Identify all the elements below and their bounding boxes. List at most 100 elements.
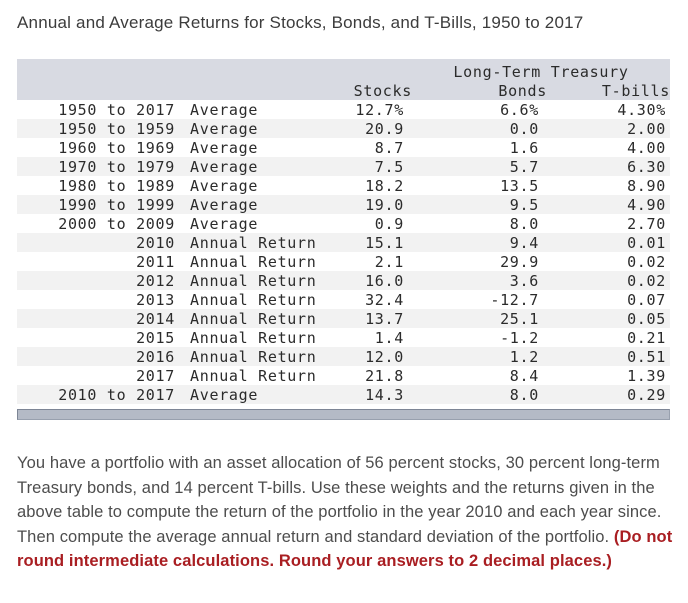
cell-stocks: 2.1 <box>374 252 404 271</box>
cell-row-label: Average <box>190 214 259 233</box>
header-group-row: Long-Term Treasury <box>17 59 670 81</box>
cell-row-label: Annual Return <box>190 233 317 252</box>
table-row: 1960 to 1969 Average 8.7 1.6 4.00 <box>17 138 670 157</box>
cell-bonds: 29.9 <box>500 252 539 271</box>
cell-period: 1960 to 1969 <box>58 138 175 157</box>
cell-period: 2010 to 2017 <box>58 385 175 404</box>
cell-tbills: 0.02 <box>627 271 666 290</box>
cell-bonds: 8.0 <box>509 385 539 404</box>
cell-stocks: 13.7 <box>365 309 404 328</box>
column-header-tbills: T-bills <box>601 81 670 100</box>
cell-tbills: 0.02 <box>627 252 666 271</box>
cell-stocks: 20.9 <box>365 119 404 138</box>
cell-row-label: Annual Return <box>190 252 317 271</box>
cell-bonds: -1.2 <box>500 328 539 347</box>
returns-table: Long-Term Treasury Stocks Bonds T-bills … <box>17 59 670 404</box>
table-row: 1970 to 1979 Average 7.5 5.7 6.30 <box>17 157 670 176</box>
cell-stocks: 15.1 <box>365 233 404 252</box>
cell-tbills: 8.90 <box>627 176 666 195</box>
cell-period: 2000 to 2009 <box>58 214 175 233</box>
cell-row-label: Annual Return <box>190 290 317 309</box>
cell-period: 2010 <box>136 233 175 252</box>
cell-stocks: 14.3 <box>365 385 404 404</box>
cell-tbills: 0.51 <box>627 347 666 366</box>
cell-bonds: -12.7 <box>490 290 539 309</box>
header-spacer <box>17 59 412 81</box>
cell-bonds: 25.1 <box>500 309 539 328</box>
cell-row-label: Annual Return <box>190 271 317 290</box>
cell-row-label: Average <box>190 119 259 138</box>
cell-period: 1990 to 1999 <box>58 195 175 214</box>
cell-row-label: Average <box>190 138 259 157</box>
cell-stocks: 21.8 <box>365 366 404 385</box>
cell-tbills: 4.90 <box>627 195 666 214</box>
cell-stocks: 18.2 <box>365 176 404 195</box>
cell-row-label: Annual Return <box>190 328 317 347</box>
cell-stocks: 8.7 <box>374 138 404 157</box>
cell-tbills: 0.05 <box>627 309 666 328</box>
table-title: Annual and Average Returns for Stocks, B… <box>17 13 584 32</box>
cell-row-label: Average <box>190 385 259 404</box>
cell-bonds: 9.5 <box>509 195 539 214</box>
cell-row-label: Average <box>190 176 259 195</box>
cell-period: 2017 <box>136 366 175 385</box>
cell-stocks: 16.0 <box>365 271 404 290</box>
cell-period: 1950 to 2017 <box>58 100 175 119</box>
cell-tbills: 2.70 <box>627 214 666 233</box>
cell-stocks: 7.5 <box>374 157 404 176</box>
cell-stocks: 0.9 <box>374 214 404 233</box>
cell-stocks: 19.0 <box>365 195 404 214</box>
cell-tbills: 2.00 <box>627 119 666 138</box>
column-header-bonds: Bonds <box>498 81 547 100</box>
table-row: 2017 Annual Return 21.8 8.4 1.39 <box>17 366 670 385</box>
cell-stocks: 32.4 <box>365 290 404 309</box>
cell-tbills: 0.07 <box>627 290 666 309</box>
table-row: 2015 Annual Return 1.4 -1.2 0.21 <box>17 328 670 347</box>
cell-period: 1950 to 1959 <box>58 119 175 138</box>
header-rowtype <box>177 81 327 100</box>
cell-bonds: 0.0 <box>509 119 539 138</box>
table-row: 2016 Annual Return 12.0 1.2 0.51 <box>17 347 670 366</box>
table-row: 1980 to 1989 Average 18.2 13.5 8.90 <box>17 176 670 195</box>
column-header-stocks: Stocks <box>353 81 412 100</box>
table-row: 1950 to 1959 Average 20.9 0.0 2.00 <box>17 119 670 138</box>
cell-tbills: 4.00 <box>627 138 666 157</box>
cell-tbills: 1.39 <box>627 366 666 385</box>
table-header: Long-Term Treasury Stocks Bonds T-bills <box>17 59 670 100</box>
cell-stocks: 12.7% <box>355 100 404 119</box>
table-row: 1950 to 2017 Average 12.7% 6.6% 4.30% <box>17 100 670 119</box>
cell-bonds: 1.6 <box>509 138 539 157</box>
question-text-emphasis: (Do not round intermediate calculations.… <box>17 527 673 571</box>
cell-bonds: 5.7 <box>509 157 539 176</box>
question-text: You have a portfolio with an asset alloc… <box>17 451 679 574</box>
cell-period: 1970 to 1979 <box>58 157 175 176</box>
cell-bonds: 9.4 <box>509 233 539 252</box>
table-row: 2013 Annual Return 32.4 -12.7 0.07 <box>17 290 670 309</box>
cell-stocks: 12.0 <box>365 347 404 366</box>
cell-period: 2014 <box>136 309 175 328</box>
table-row: 2012 Annual Return 16.0 3.6 0.02 <box>17 271 670 290</box>
cell-bonds: 8.0 <box>509 214 539 233</box>
cell-bonds: 13.5 <box>500 176 539 195</box>
cell-period: 2013 <box>136 290 175 309</box>
cell-row-label: Average <box>190 195 259 214</box>
cell-bonds: 8.4 <box>509 366 539 385</box>
cell-row-label: Annual Return <box>190 366 317 385</box>
cell-tbills: 0.21 <box>627 328 666 347</box>
cell-tbills: 4.30% <box>617 100 666 119</box>
cell-stocks: 1.4 <box>374 328 404 347</box>
cell-period: 2012 <box>136 271 175 290</box>
cell-period: 2016 <box>136 347 175 366</box>
table-row: 2000 to 2009 Average 0.9 8.0 2.70 <box>17 214 670 233</box>
horizontal-scrollbar[interactable] <box>17 409 670 420</box>
cell-tbills: 6.30 <box>627 157 666 176</box>
table-row: 2011 Annual Return 2.1 29.9 0.02 <box>17 252 670 271</box>
cell-row-label: Average <box>190 157 259 176</box>
cell-period: 1980 to 1989 <box>58 176 175 195</box>
cell-bonds: 1.2 <box>509 347 539 366</box>
header-columns-row: Stocks Bonds T-bills <box>17 81 670 100</box>
table-row: 1990 to 1999 Average 19.0 9.5 4.90 <box>17 195 670 214</box>
cell-row-label: Average <box>190 100 259 119</box>
header-period <box>17 81 177 100</box>
cell-tbills: 0.01 <box>627 233 666 252</box>
